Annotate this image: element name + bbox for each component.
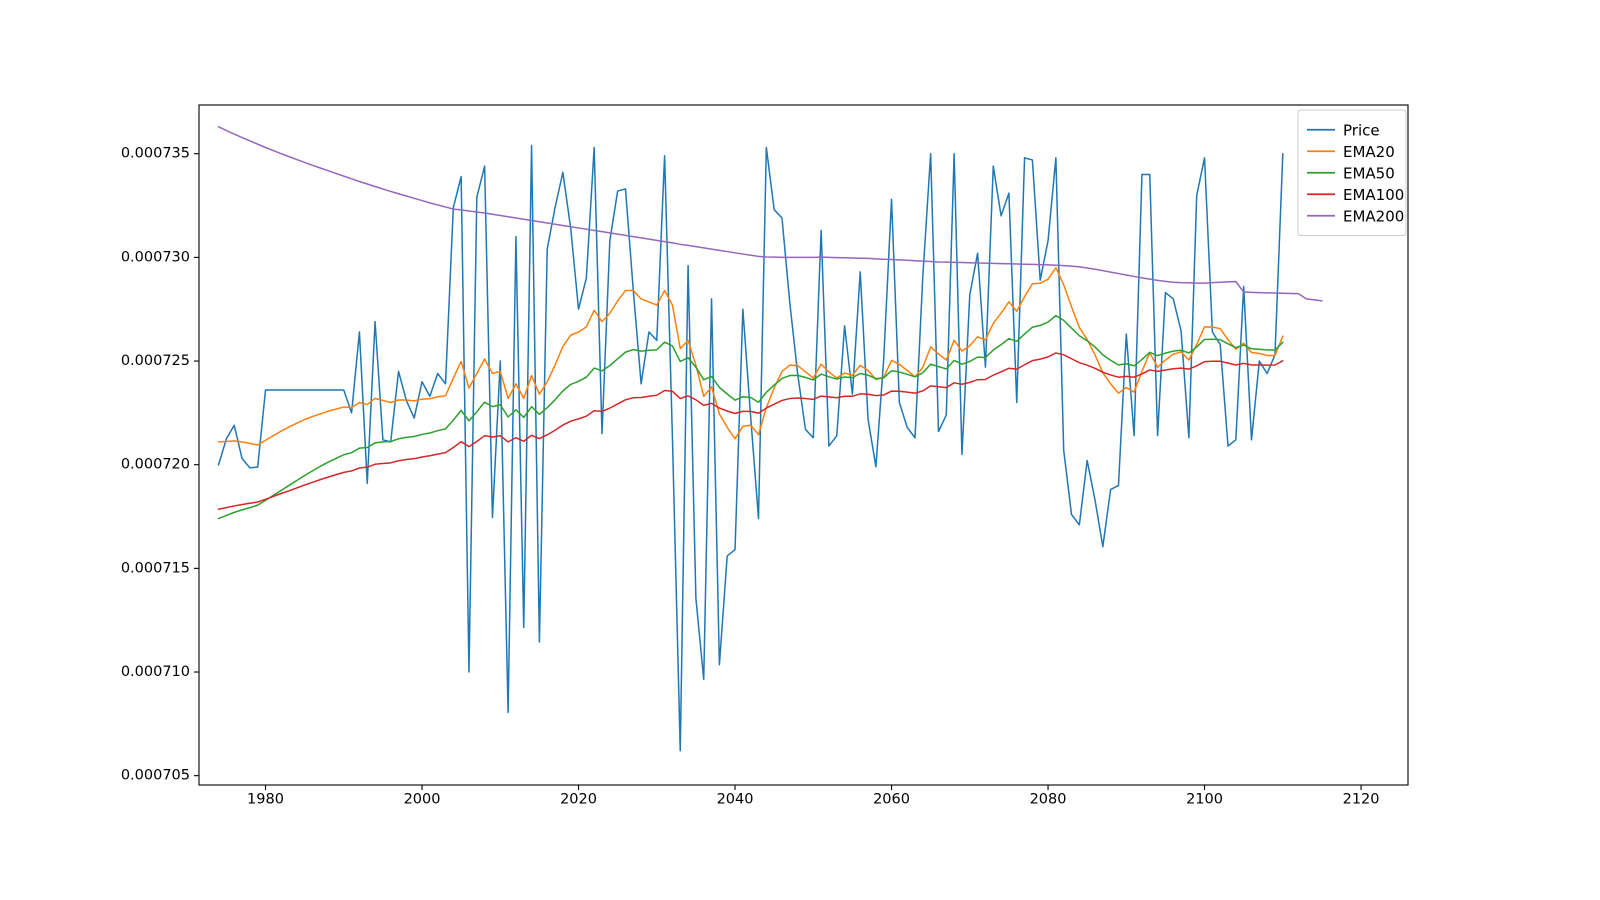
axes-frame bbox=[198, 104, 1409, 786]
legend-label-ema50: EMA50 bbox=[1343, 164, 1395, 182]
series-line-price bbox=[217, 144, 1284, 752]
data-series-group bbox=[217, 126, 1323, 752]
legend-label-ema100: EMA100 bbox=[1343, 186, 1404, 204]
series-line-ema100 bbox=[217, 352, 1284, 511]
chart-legend[interactable]: Price EMA20 EMA50 EMA100 EMA200 bbox=[1297, 109, 1407, 236]
y-tick-label: 0.000730 bbox=[121, 249, 190, 265]
axis-tickmarks bbox=[194, 153, 1362, 790]
y-tick-label: 0.000715 bbox=[121, 560, 190, 576]
x-tick-label: 2040 bbox=[717, 792, 754, 808]
y-tick-label: 0.000705 bbox=[121, 768, 190, 784]
series-line-ema20 bbox=[217, 266, 1284, 446]
series-line-ema200 bbox=[217, 126, 1323, 302]
y-tick-label: 0.000710 bbox=[121, 664, 190, 680]
y-tick-label: 0.000725 bbox=[121, 353, 190, 369]
y-axis-tick-labels: 0.000705 0.000710 0.000715 0.000720 0.000725… bbox=[121, 146, 190, 784]
x-tick-label: 2120 bbox=[1343, 792, 1380, 808]
y-tick-label: 0.000735 bbox=[121, 146, 190, 162]
legend-label-ema20: EMA20 bbox=[1343, 143, 1395, 161]
x-axis-tick-labels: 1980 2000 2020 2040 2060 2080 2100 2120 bbox=[247, 792, 1379, 808]
series-line-ema50 bbox=[217, 314, 1284, 520]
x-tick-label: 2080 bbox=[1030, 792, 1067, 808]
legend-frame bbox=[1297, 109, 1407, 236]
x-tick-label: 2060 bbox=[873, 792, 910, 808]
x-tick-label: 2020 bbox=[560, 792, 597, 808]
x-tick-label: 2100 bbox=[1186, 792, 1223, 808]
legend-label-ema200: EMA200 bbox=[1343, 207, 1404, 225]
y-tick-label: 0.000720 bbox=[121, 457, 190, 473]
x-tick-label: 2000 bbox=[404, 792, 441, 808]
legend-label-price: Price bbox=[1343, 121, 1380, 139]
x-tick-label: 1980 bbox=[247, 792, 284, 808]
